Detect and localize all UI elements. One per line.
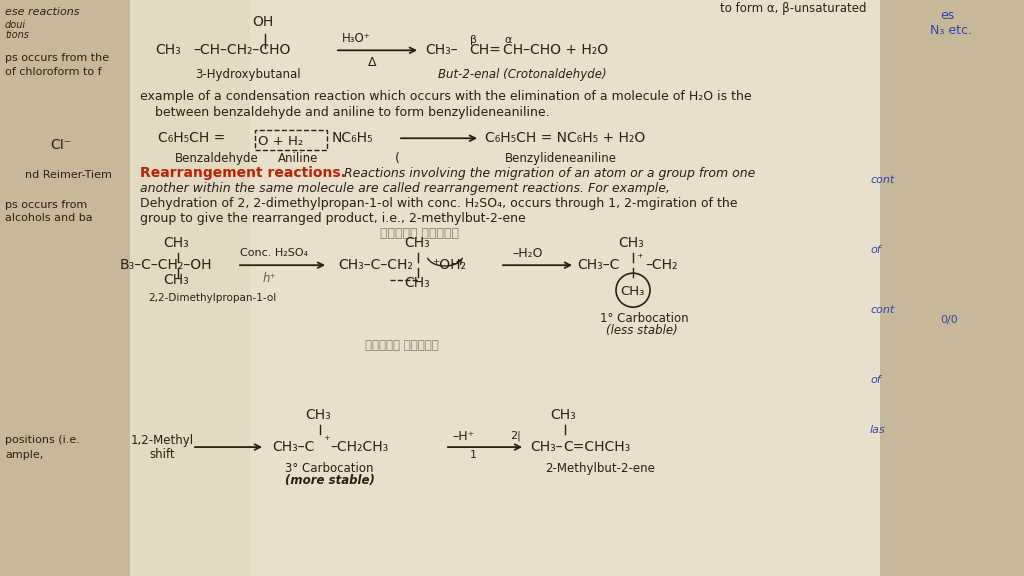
Text: es: es — [940, 9, 954, 22]
Text: CH₃: CH₃ — [620, 285, 644, 298]
Text: –CH₂CH₃: –CH₂CH₃ — [330, 440, 388, 454]
Text: Benzaldehyde: Benzaldehyde — [175, 151, 259, 165]
Text: another within the same molecule are called rearrangement reactions. For example: another within the same molecule are cal… — [140, 182, 670, 195]
Text: C₆H₅CH =: C₆H₅CH = — [158, 131, 225, 145]
Text: 0/0: 0/0 — [940, 315, 957, 325]
Text: NC₆H₅: NC₆H₅ — [332, 131, 374, 145]
Text: of: of — [870, 375, 881, 385]
Text: CH–CHO + H₂O: CH–CHO + H₂O — [503, 43, 608, 57]
Text: CH₃: CH₃ — [618, 236, 644, 250]
Text: N₃ etc.: N₃ etc. — [930, 24, 972, 37]
Text: CH₃: CH₃ — [404, 276, 430, 290]
Text: CH₃: CH₃ — [404, 236, 430, 250]
Text: las: las — [870, 425, 886, 435]
Text: CH₃: CH₃ — [305, 408, 331, 422]
Text: CH₃: CH₃ — [550, 408, 575, 422]
Bar — [255, 130, 327, 150]
Text: –H⁺: –H⁺ — [452, 430, 474, 442]
Text: (more stable): (more stable) — [285, 473, 375, 487]
Text: β: β — [470, 35, 477, 46]
Text: But-2-enal (Crotonaldehyde): But-2-enal (Crotonaldehyde) — [438, 68, 606, 81]
Text: –CH–CH₂–CHO: –CH–CH₂–CHO — [193, 43, 291, 57]
Text: 2|: 2| — [510, 431, 521, 441]
Text: ese reactions: ese reactions — [5, 7, 80, 17]
Text: CH₃: CH₃ — [163, 236, 188, 250]
Text: Rearrangement reactions.: Rearrangement reactions. — [140, 166, 346, 180]
Text: –H₂O: –H₂O — [512, 247, 543, 260]
Text: doui: doui — [5, 20, 27, 31]
Text: ⁺: ⁺ — [636, 252, 643, 265]
Bar — [130, 1, 250, 576]
Text: 3-Hydroxybutanal: 3-Hydroxybutanal — [195, 68, 301, 81]
Text: positions (i.e.: positions (i.e. — [5, 435, 80, 445]
Text: CH₃–C: CH₃–C — [272, 440, 314, 454]
Text: h⁺: h⁺ — [263, 272, 276, 285]
Text: ps occurs from the: ps occurs from the — [5, 54, 110, 63]
Text: CH₃–: CH₃– — [530, 440, 562, 454]
Text: α: α — [504, 35, 511, 46]
Text: ⁺: ⁺ — [323, 434, 330, 446]
Text: to form α, β-unsaturated: to form α, β-unsaturated — [720, 2, 866, 15]
Text: Conc. H₂SO₄: Conc. H₂SO₄ — [240, 248, 308, 258]
Text: example of a condensation reaction which occurs with the elimination of a molecu: example of a condensation reaction which… — [140, 90, 752, 103]
Text: OH: OH — [252, 16, 273, 29]
Text: CH₃: CH₃ — [163, 273, 188, 287]
Bar — [130, 1, 880, 576]
Text: –CH₂: –CH₂ — [645, 258, 678, 272]
Text: Δ: Δ — [368, 56, 377, 69]
Text: Reactions involving the migration of an atom or a group from one: Reactions involving the migration of an … — [340, 166, 756, 180]
Text: nd Reimer-Tiem: nd Reimer-Tiem — [25, 170, 112, 180]
Text: 1° Carbocation: 1° Carbocation — [600, 312, 688, 325]
Text: cont: cont — [870, 175, 894, 185]
Text: शिलाई फिज़ल: शिलाई फिज़ल — [380, 227, 459, 240]
Text: Benzylideneaniline: Benzylideneaniline — [505, 151, 617, 165]
Text: CH₃–C: CH₃–C — [577, 258, 620, 272]
Text: 3° Carbocation: 3° Carbocation — [285, 461, 374, 475]
Text: Dehydration of 2, 2-dimethylpropan-1-ol with conc. H₂SO₄, occurs through 1, 2-mg: Dehydration of 2, 2-dimethylpropan-1-ol … — [140, 197, 737, 210]
Text: Aniline: Aniline — [278, 151, 318, 165]
Text: 1: 1 — [470, 450, 477, 460]
Text: शिलाई फिज़ल: शिलाई फिज़ल — [365, 339, 438, 351]
Text: cont: cont — [870, 305, 894, 315]
Text: shift: shift — [150, 448, 175, 461]
Text: between benzaldehyde and aniline to form benzylideneaniline.: between benzaldehyde and aniline to form… — [155, 106, 550, 119]
Text: (: ( — [395, 151, 400, 165]
Text: group to give the rearranged product, i.e., 2-methylbut-2-ene: group to give the rearranged product, i.… — [140, 212, 525, 225]
Text: CI⁻: CI⁻ — [50, 138, 71, 152]
Text: 2-Methylbut-2-ene: 2-Methylbut-2-ene — [545, 461, 655, 475]
Text: of chloroform to f: of chloroform to f — [5, 67, 101, 77]
Text: CH₃: CH₃ — [155, 43, 181, 57]
Text: C₆H₅CH = NC₆H₅ + H₂O: C₆H₅CH = NC₆H₅ + H₂O — [485, 131, 645, 145]
Text: C=CHCH₃: C=CHCH₃ — [563, 440, 630, 454]
Text: ps occurs from: ps occurs from — [5, 200, 87, 210]
Text: of: of — [870, 245, 881, 255]
Text: CH₃–: CH₃– — [425, 43, 458, 57]
Text: CH=: CH= — [469, 43, 501, 57]
Text: CH₃–C–CH₂: CH₃–C–CH₂ — [338, 258, 413, 272]
Text: 1,2-Methyl: 1,2-Methyl — [130, 434, 194, 446]
Text: alcohols and ba: alcohols and ba — [5, 213, 92, 223]
Text: ⁺OH₂: ⁺OH₂ — [432, 258, 466, 272]
Text: ample,: ample, — [5, 450, 43, 460]
Text: (less stable): (less stable) — [606, 324, 678, 336]
Text: H₃O⁺: H₃O⁺ — [342, 32, 371, 45]
Text: B₃–C–CH₂–OH: B₃–C–CH₂–OH — [120, 258, 213, 272]
Text: 2,2-Dimethylpropan-1-ol: 2,2-Dimethylpropan-1-ol — [148, 293, 276, 303]
Text: O + H₂: O + H₂ — [258, 135, 303, 148]
Text: tions: tions — [5, 31, 29, 40]
